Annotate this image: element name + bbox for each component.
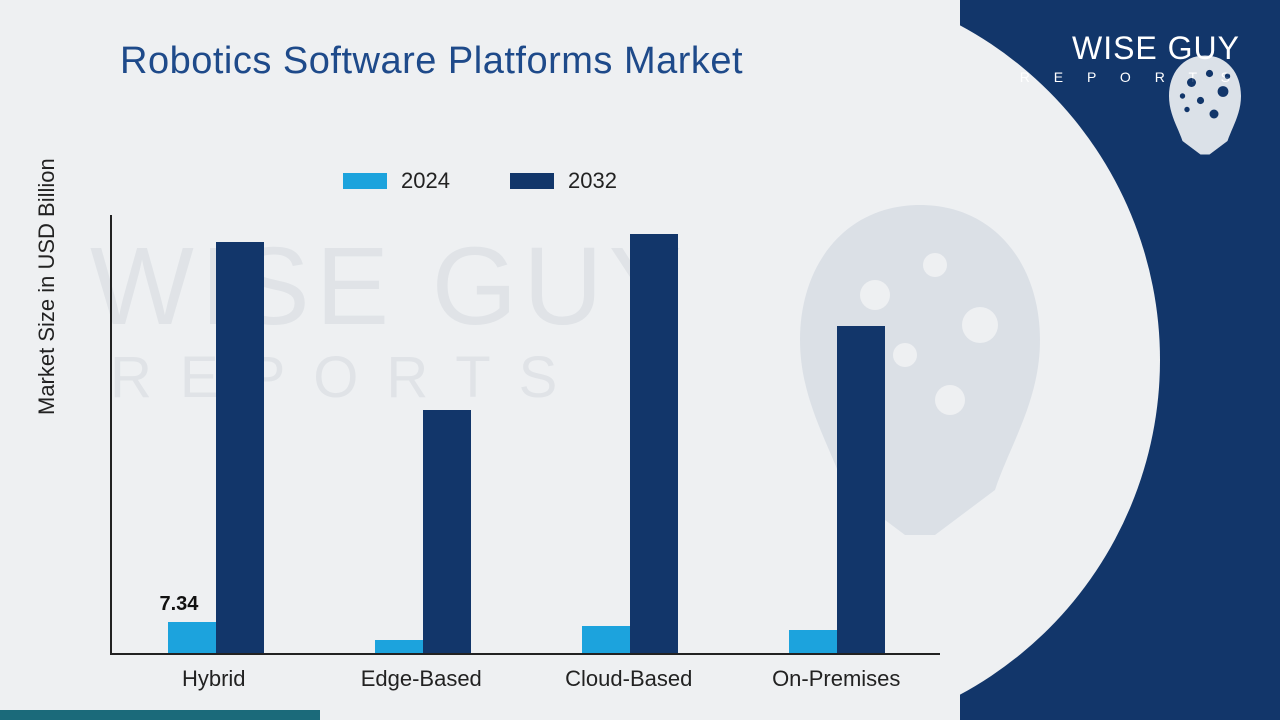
legend-item-2024: 2024 — [343, 168, 450, 194]
category-label: On-Premises — [766, 666, 906, 692]
category-label: Edge-Based — [351, 666, 491, 692]
category-labels: Hybrid Edge-Based Cloud-Based On-Premises — [110, 666, 940, 692]
category-label: Hybrid — [144, 666, 284, 692]
legend-label-2024: 2024 — [401, 168, 450, 194]
y-axis-label: Market Size in USD Billion — [34, 158, 60, 415]
bar — [423, 410, 471, 653]
bar — [837, 326, 885, 653]
legend: 2024 2032 — [0, 168, 960, 194]
legend-item-2032: 2032 — [510, 168, 617, 194]
legend-label-2032: 2032 — [568, 168, 617, 194]
bottom-accent-strip — [0, 710, 320, 720]
bar-groups: 7.34 — [112, 215, 940, 653]
bar — [375, 640, 423, 653]
chart-plot-area: 7.34 — [110, 215, 940, 655]
bar-value-label: 7.34 — [160, 593, 199, 616]
bar — [168, 622, 216, 653]
chart-canvas: WISE GUY REPORTS Robotics Software Platf… — [0, 0, 1280, 720]
bar-group — [789, 215, 885, 653]
bar — [789, 630, 837, 653]
bar-group — [582, 215, 678, 653]
legend-swatch-2024 — [343, 173, 387, 189]
brand-head-icon — [1160, 50, 1250, 160]
brand-logo: WISE GUY R E P O R T S — [1020, 30, 1240, 85]
bar — [630, 234, 678, 653]
category-label: Cloud-Based — [559, 666, 699, 692]
bar-group — [375, 215, 471, 653]
bar — [582, 626, 630, 653]
bar — [216, 242, 264, 653]
chart-title: Robotics Software Platforms Market — [120, 40, 743, 83]
legend-swatch-2032 — [510, 173, 554, 189]
bar-group: 7.34 — [168, 215, 264, 653]
